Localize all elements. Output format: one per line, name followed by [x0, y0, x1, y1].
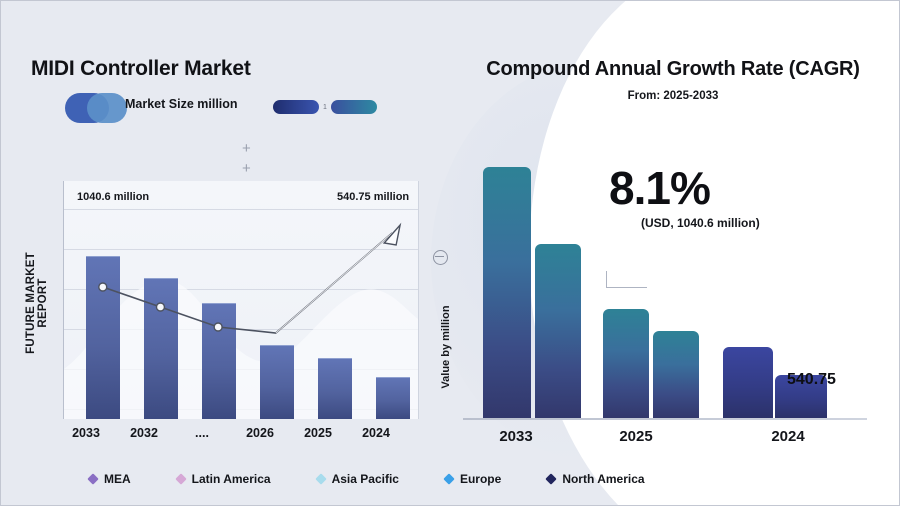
legend-pill-primary: [273, 100, 319, 114]
gridline: [64, 289, 418, 290]
left-x-label-5: 2024: [362, 426, 390, 440]
left-x-label-2: ....: [195, 426, 209, 440]
minus-circle-icon: [433, 250, 448, 265]
legend-label: North America: [562, 472, 645, 486]
gridline: [64, 209, 418, 210]
left-x-label-3: 2026: [246, 426, 274, 440]
bar-2033-secondary: [535, 244, 581, 419]
plus-decor-icon-2: +: [242, 160, 251, 177]
left-x-label-1: 2032: [130, 426, 158, 440]
left-chart-trend-line: [98, 222, 402, 334]
right-x-label-1: 2025: [619, 428, 653, 445]
legend-diamond-icon: [175, 473, 187, 485]
plus-decor-icon-1: +: [242, 140, 251, 157]
bar-2032: [144, 278, 178, 419]
right-chart-plot-area: [463, 151, 873, 419]
legend-label: Asia Pacific: [331, 472, 399, 486]
left-chart-secondary-axis-label: Value by million: [440, 305, 452, 389]
legend-diamond-icon: [87, 473, 99, 485]
bar-2033-primary: [483, 167, 531, 419]
bar-dots: [202, 303, 236, 419]
bar-2024-primary: [723, 347, 773, 419]
right-chart-baseline: [463, 418, 867, 420]
legend-pill-secondary: [330, 100, 377, 114]
legend-pill-group: 1: [273, 100, 377, 114]
right-chart-value-label: 540.75: [787, 371, 836, 388]
cagr-subtitle: From: 2025-2033: [627, 90, 719, 102]
cagr-note: (USD, 1040.6 million): [641, 216, 760, 230]
cagr-title: Compound Annual Growth Rate (CAGR): [486, 58, 860, 80]
legend-item-north-america[interactable]: North America: [545, 472, 645, 486]
logo-shape-right: [87, 93, 127, 123]
gridline: [64, 249, 418, 250]
bar-2026: [260, 345, 294, 419]
bar-2024-secondary: [775, 375, 827, 419]
background-white-edge: [779, 1, 899, 505]
left-chart-plot-area: [63, 181, 419, 419]
bracket-decor-icon: [606, 271, 647, 288]
right-x-label-0: 2033: [499, 428, 533, 445]
bar-2025: [318, 358, 352, 419]
legend-item-asia-pacific[interactable]: Asia Pacific: [314, 472, 399, 486]
right-x-label-2: 2024: [771, 428, 805, 445]
left-chart-y-axis-label: FUTURE MARKET REPORT: [25, 252, 49, 354]
legend-label: MEA: [104, 472, 131, 486]
left-chart-start-value-label: 1040.6 million: [77, 191, 150, 203]
legend-diamond-icon: [545, 473, 557, 485]
legend-item-mea[interactable]: MEA: [87, 472, 131, 486]
legend-label: Europe: [459, 472, 502, 486]
left-x-label-4: 2025: [304, 426, 332, 440]
legend-item-latin-america[interactable]: Latin America: [175, 472, 271, 486]
brand-logo-icon: [65, 93, 127, 123]
bar-2025-secondary: [653, 331, 699, 419]
legend-label: Latin America: [191, 472, 271, 486]
bar-2025-primary: [603, 309, 649, 419]
region-legend: MEA Latin America Asia Pacific Europe No…: [1, 453, 899, 505]
market-size-legend-label: Market Size million: [125, 97, 238, 111]
legend-item-europe[interactable]: Europe: [443, 472, 502, 486]
legend-diamond-icon: [314, 473, 327, 485]
legend-diamond-icon: [443, 473, 455, 485]
bar-2024: [376, 377, 410, 419]
page-title: MIDI Controller Market: [31, 57, 251, 80]
cagr-value: 8.1%: [609, 162, 711, 214]
left-x-label-0: 2033: [72, 426, 100, 440]
left-chart-end-value-label: 540.75 million: [337, 191, 410, 203]
legend-pill-separator: 1: [323, 103, 327, 111]
